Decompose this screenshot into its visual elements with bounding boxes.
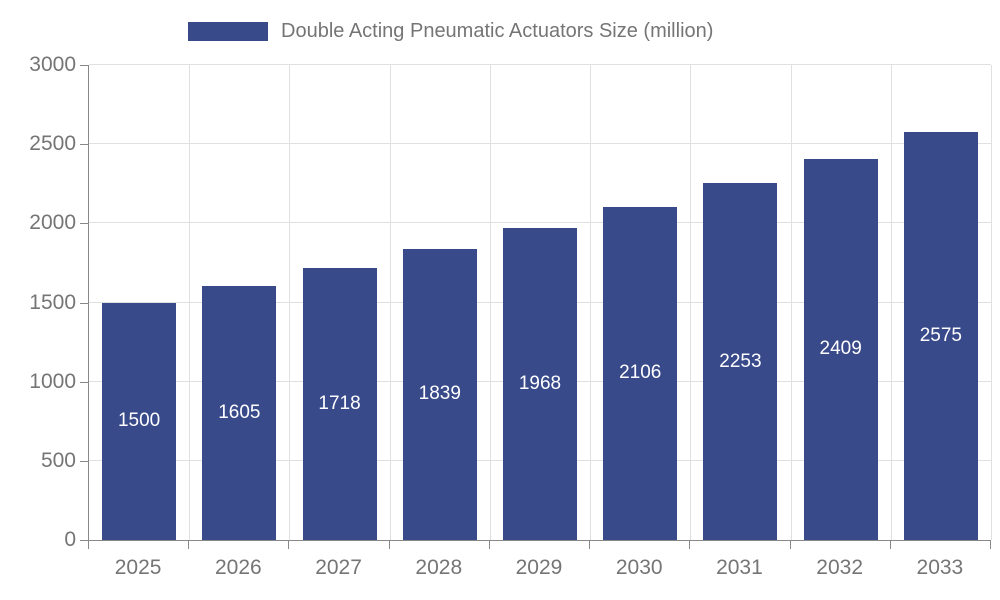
legend-swatch-icon[interactable]: [188, 22, 268, 41]
y-axis-tick: [80, 460, 88, 462]
x-axis-label-2030: 2030: [615, 556, 663, 579]
x-axis-label-2032: 2032: [816, 556, 864, 579]
x-axis-tick: [990, 541, 991, 549]
gridline-horizontal: [89, 222, 991, 224]
bar-2030[interactable]: 2106: [603, 206, 678, 540]
y-axis-label: 1000: [29, 369, 76, 393]
x-axis-tick: [790, 541, 791, 549]
bar-value-label: 1839: [418, 383, 461, 405]
gridline-vertical: [991, 65, 992, 540]
x-axis-tick: [489, 541, 490, 549]
x-axis-tick: [88, 541, 89, 549]
y-axis-label: 2000: [29, 211, 76, 235]
y-axis-tick: [80, 65, 88, 66]
gridline-horizontal: [89, 64, 991, 65]
bar-value-label: 2106: [619, 362, 662, 384]
bar-value-label: 1500: [117, 410, 161, 432]
gridline-vertical: [690, 65, 691, 540]
plot-area: 1500 1605 1718 1839 1968 2106 2253 2409 2575: [88, 64, 992, 541]
bar-2031[interactable]: 2253: [703, 183, 778, 540]
y-axis-label: 1500: [29, 290, 76, 314]
y-axis-label: 2500: [29, 132, 76, 156]
bar-value-label: 2253: [719, 350, 762, 372]
bar-value-label: 1605: [218, 401, 261, 423]
bar-2029[interactable]: 1968: [503, 228, 577, 540]
gridline-vertical: [289, 65, 290, 540]
y-axis-label: 500: [40, 448, 76, 472]
x-axis-label-2028: 2028: [415, 556, 463, 579]
gridline-vertical: [590, 65, 591, 540]
x-axis-tick: [188, 541, 189, 549]
x-axis-label-2026: 2026: [214, 556, 262, 579]
x-axis-tick: [389, 541, 390, 549]
y-axis-tick: [80, 381, 88, 383]
gridline-vertical: [490, 65, 491, 540]
bar-2026[interactable]: 1605: [202, 285, 277, 540]
x-axis-tick: [689, 541, 690, 549]
y-axis-tick: [80, 540, 88, 541]
gridline-vertical: [390, 65, 391, 540]
gridline-vertical: [791, 65, 792, 540]
x-axis-label-2027: 2027: [315, 556, 362, 579]
x-axis-label-2033: 2033: [916, 556, 964, 579]
gridline-vertical: [891, 65, 892, 540]
x-axis-tick: [890, 541, 891, 549]
x-axis-label-2029: 2029: [515, 556, 563, 579]
bar-2032[interactable]: 2409: [803, 158, 878, 540]
gridline-vertical: [189, 65, 190, 540]
x-axis-tick: [589, 541, 590, 549]
y-axis-tick: [80, 302, 88, 304]
x-axis-label-2025: 2025: [114, 556, 162, 579]
bar-2033[interactable]: 2575: [903, 132, 978, 540]
y-axis-tick: [80, 223, 88, 225]
bar-value-label: 2409: [819, 338, 862, 360]
bar-2025[interactable]: 1500: [102, 302, 177, 540]
gridline-horizontal: [89, 143, 991, 145]
y-axis-tick: [80, 144, 88, 146]
y-axis-label: 3000: [29, 53, 76, 76]
x-axis-label-2031: 2031: [716, 556, 763, 579]
bar-value-label: 1718: [318, 392, 361, 414]
bar-value-label: 2575: [919, 325, 963, 347]
legend[interactable]: Double Acting Pneumatic Actuators Size (…: [188, 20, 713, 43]
x-axis-tick: [288, 541, 289, 549]
bar-2028[interactable]: 1839: [402, 248, 477, 540]
legend-label: Double Acting Pneumatic Actuators Size (…: [281, 20, 714, 42]
y-axis-label: 0: [64, 528, 76, 551]
bar-2027[interactable]: 1718: [302, 267, 377, 540]
bar-value-label: 1968: [518, 373, 562, 395]
